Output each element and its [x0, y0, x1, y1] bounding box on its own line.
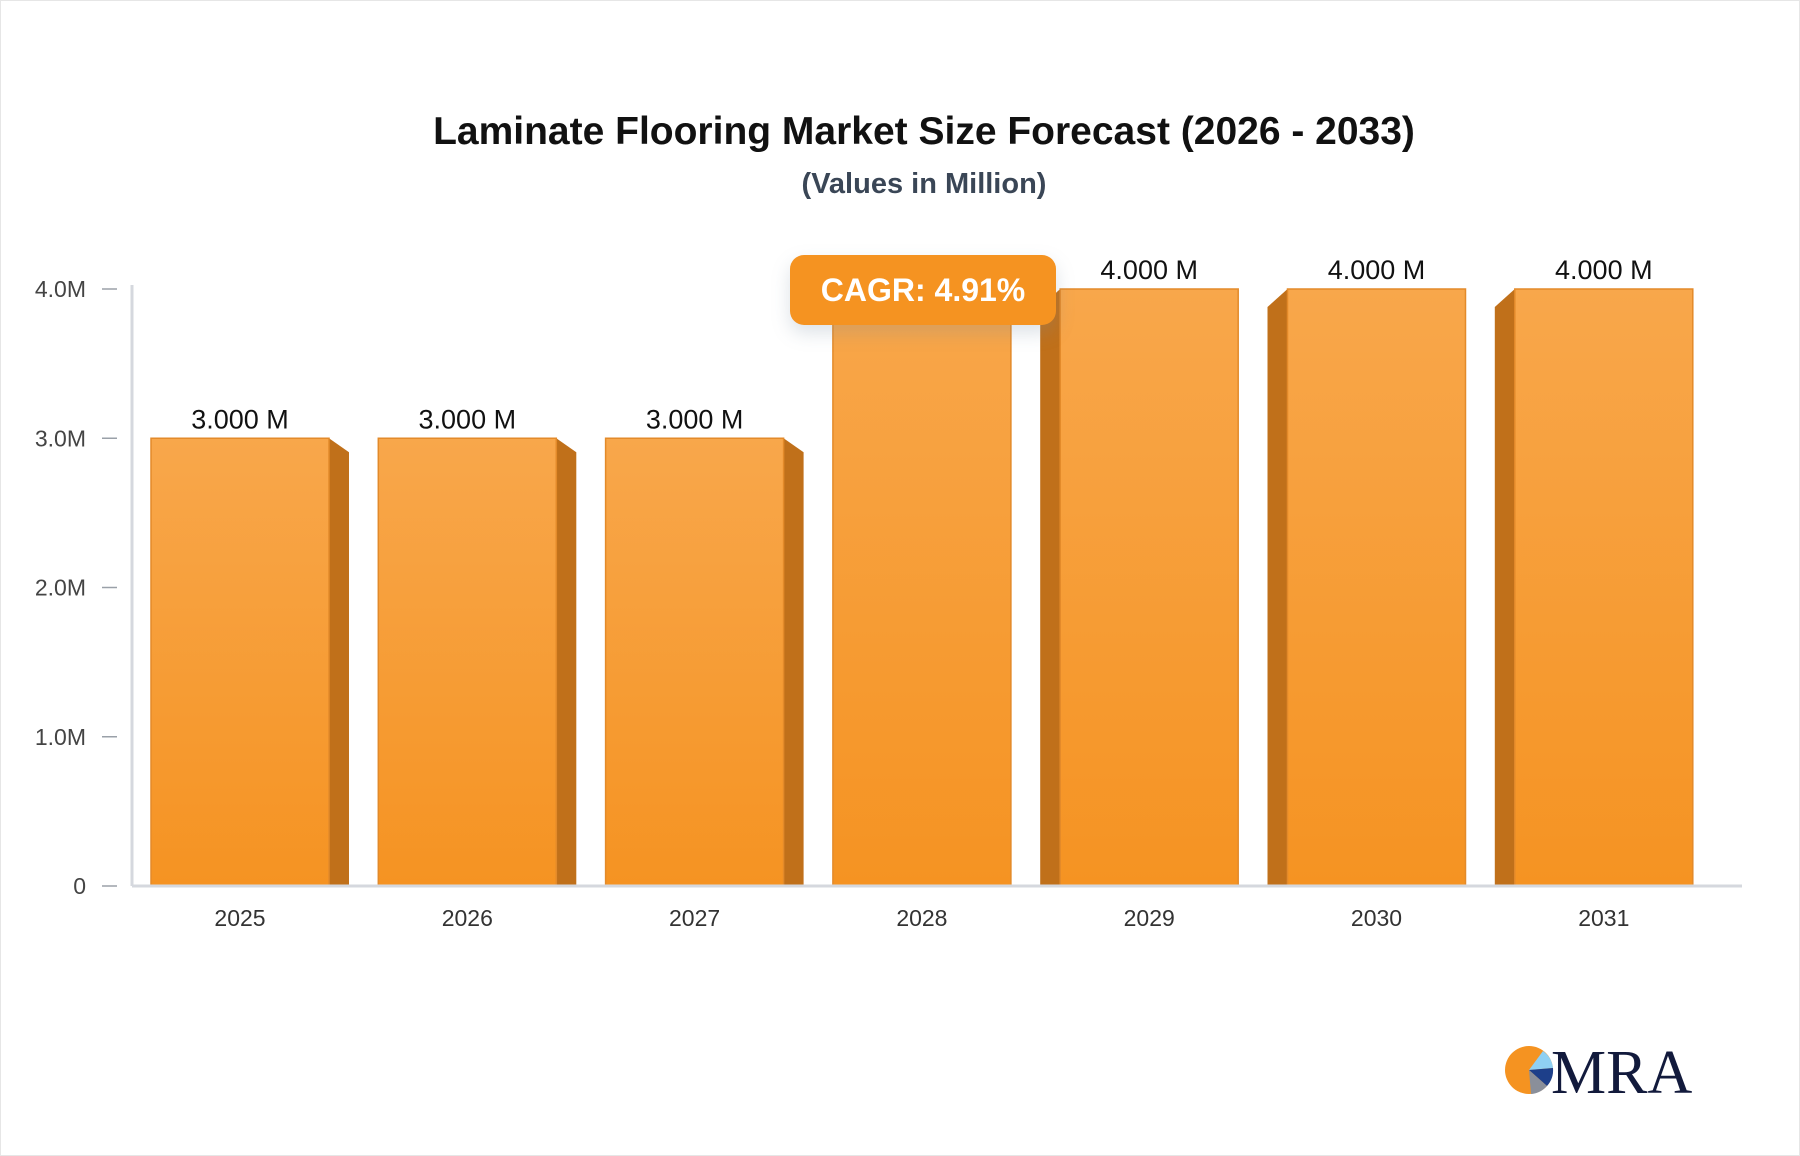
bar-2027 [604, 437, 785, 887]
data-label: 3.000 M [191, 404, 289, 434]
y-tick-label: 4.0M [35, 276, 86, 302]
y-tick-label: 1.0M [35, 724, 86, 750]
bar-2031 [1514, 288, 1694, 887]
chart-subtitle: (Values in Million) [801, 168, 1047, 200]
data-label: 3.000 M [419, 404, 517, 434]
cagr-badge: CAGR: 4.91% [790, 255, 1056, 325]
data-label: 4.000 M [1555, 255, 1653, 285]
bar-side [329, 438, 349, 886]
bar-2026 [377, 437, 558, 887]
bar-2028 [832, 288, 1012, 887]
bar-2029 [1059, 288, 1239, 887]
x-tick-label: 2027 [669, 905, 720, 931]
svg-text:MRA: MRA [1551, 1040, 1692, 1100]
mra-logo: MRA [1505, 1040, 1705, 1100]
bar-side [1494, 289, 1515, 886]
bar-side [783, 438, 804, 886]
data-label: 4.000 M [1100, 255, 1198, 285]
y-tick-label: 3.0M [35, 425, 86, 451]
mra-logo-icon: MRA [1505, 1040, 1692, 1100]
y-tick-label: 2.0M [35, 575, 86, 601]
x-tick-label: 2028 [896, 905, 947, 931]
x-tick-label: 2030 [1351, 905, 1402, 931]
y-tick-label: 0 [73, 873, 86, 899]
bar-side [1267, 289, 1288, 886]
bar-2030 [1286, 288, 1467, 887]
data-label: 3.000 M [646, 404, 744, 434]
chart-title: Laminate Flooring Market Size Forecast (… [433, 110, 1415, 153]
x-tick-label: 2029 [1124, 905, 1175, 931]
x-tick-label: 2026 [442, 905, 493, 931]
x-tick-label: 2025 [214, 905, 265, 931]
data-label: 4.000 M [1328, 255, 1426, 285]
x-tick-label: 2031 [1578, 905, 1629, 931]
bar-2025 [150, 437, 330, 887]
bar-side [556, 438, 577, 886]
bar-side [1040, 289, 1061, 886]
